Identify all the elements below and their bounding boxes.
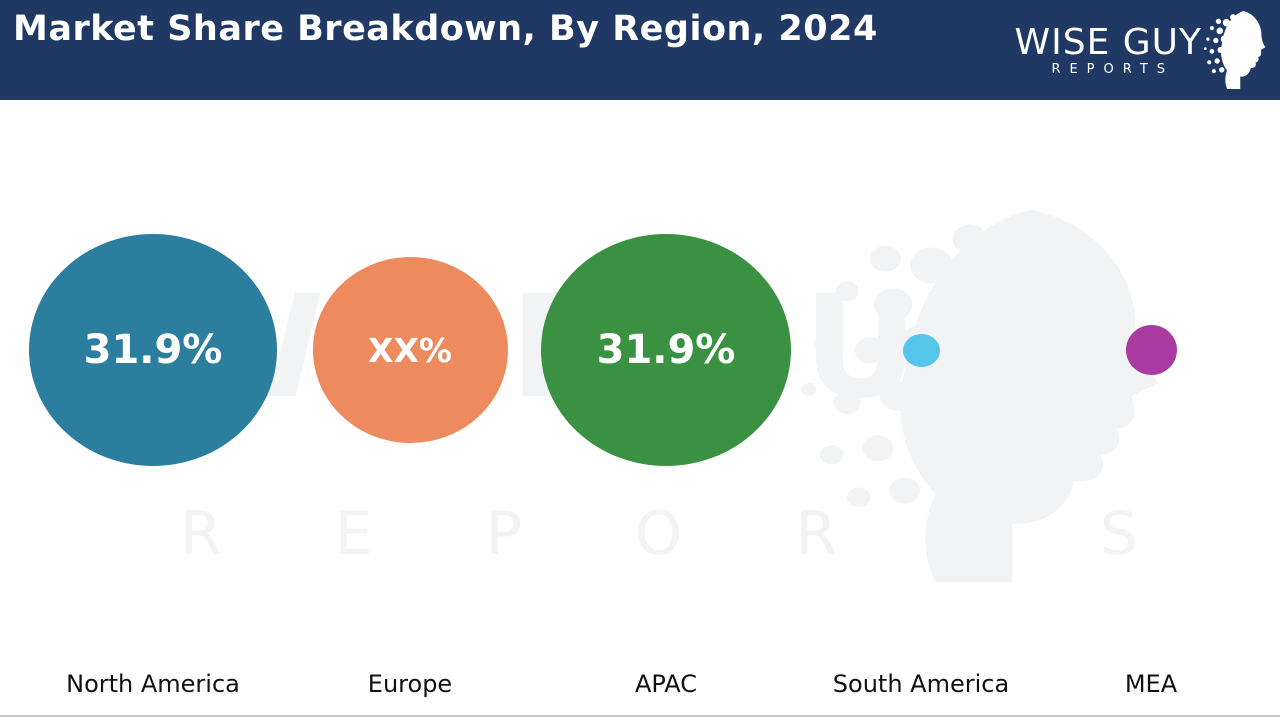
bubble-north-america: 31.9%: [29, 234, 277, 466]
logo-name: WISE GUY: [1014, 22, 1202, 63]
category-label-south-america: South America: [832, 670, 1010, 698]
page-title: Market Share Breakdown, By Region, 2024: [13, 9, 878, 49]
bottom-divider: [0, 715, 1280, 717]
header-bar: Market Share Breakdown, By Region, 2024 …: [0, 0, 1280, 100]
category-label-apac: APAC: [634, 670, 698, 698]
wise-guy-reports-logo: WISE GUY REPORTS: [1015, 6, 1267, 94]
head-silhouette-icon: [1200, 9, 1266, 91]
bubbles: 31.9% XX% 31.9%: [0, 100, 1280, 720]
bubble-apac: 31.9%: [541, 234, 791, 466]
logo-text: WISE GUY REPORTS: [1015, 24, 1203, 78]
chart-canvas: WISE GUY R E P O R T S 31.9%XX%31.9% Nor…: [0, 100, 1280, 720]
bubble-south-america: [902, 333, 940, 367]
bubble-value-europe: XX%: [368, 330, 452, 370]
category-label-north-america: North America: [66, 670, 240, 698]
logo-subtitle: REPORTS: [1051, 62, 1175, 77]
category-label-europe: Europe: [367, 670, 453, 698]
bubble-mea: [1125, 325, 1177, 375]
category-label-mea: MEA: [1124, 670, 1178, 698]
bubble-value-north-america: 31.9%: [83, 327, 223, 373]
category-labels: North America Europe APAC South America MEA: [0, 100, 1280, 720]
bubble-value-apac: 31.9%: [596, 327, 736, 373]
bubble-europe: XX%: [312, 257, 508, 443]
